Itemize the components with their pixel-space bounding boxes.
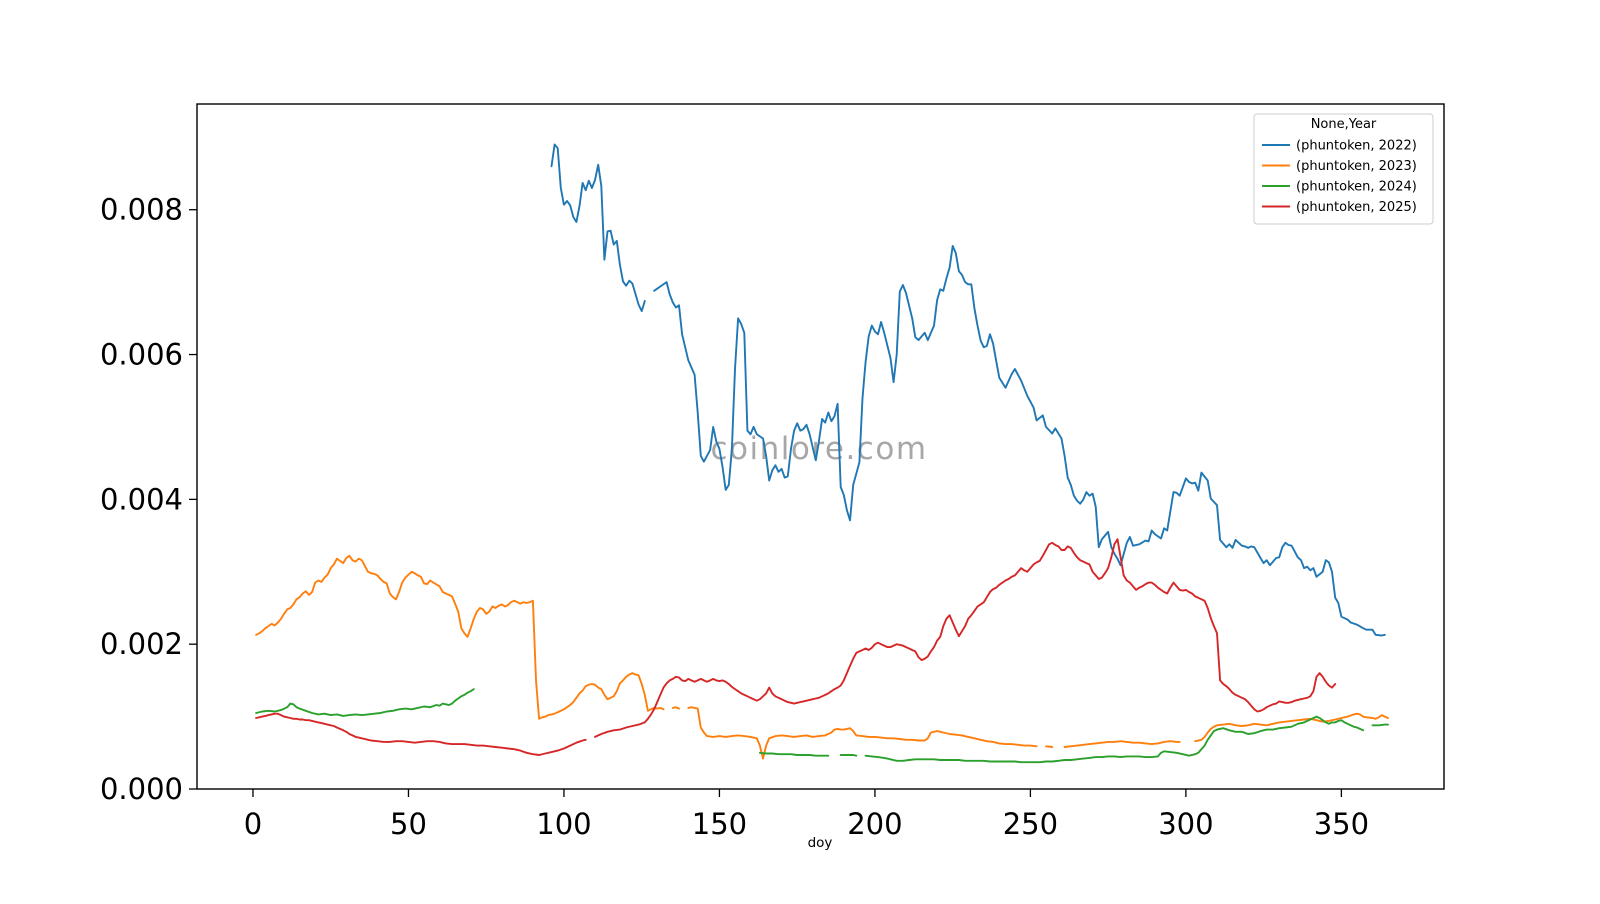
x-tick-label: 350: [1314, 807, 1369, 841]
plot-area-border: [196, 103, 1445, 790]
series-line-2023: [1063, 740, 1181, 748]
x-tick-label: 150: [692, 807, 747, 841]
x-tick-label: 300: [1158, 807, 1213, 841]
series-line-2024: [255, 688, 475, 717]
legend-label-2025: (phuntoken, 2025): [1296, 200, 1417, 215]
series-line-2023: [1045, 745, 1054, 748]
x-tick-label: 100: [536, 807, 591, 841]
legend-label-2022: (phuntoken, 2022): [1296, 139, 1417, 154]
x-tick-label: 0: [244, 807, 262, 841]
x-tick-label: 200: [847, 807, 902, 841]
series-line-2022: [653, 244, 1386, 637]
series-line-2023: [687, 706, 1038, 760]
y-tick-label: 0.008: [100, 193, 183, 227]
x-tick-label: 250: [1003, 807, 1058, 841]
series-line-2022: [550, 143, 646, 313]
legend-label-2024: (phuntoken, 2024): [1296, 180, 1417, 195]
series-line-2025: [255, 712, 587, 756]
x-tick-label: 50: [390, 807, 427, 841]
legend-title: None,Year: [1311, 117, 1377, 132]
x-axis: 0 50 100 150 200 250 300 350: [244, 789, 1369, 841]
x-axis-label: doy: [808, 835, 833, 851]
series-line-2024: [864, 715, 1365, 764]
series-line-2025: [594, 538, 1337, 738]
series-line-2023: [1194, 712, 1389, 743]
series-lines: [255, 143, 1389, 764]
series-line-2024: [1371, 723, 1389, 727]
legend-box: [1253, 113, 1434, 225]
y-tick-label: 0.006: [100, 338, 183, 372]
legend: None,Year (phuntoken, 2022)(phuntoken, 2…: [1253, 113, 1434, 225]
y-axis: 0.000 0.002 0.004 0.006 0.008: [100, 193, 197, 806]
series-line-2023: [255, 554, 665, 720]
legend-label-2023: (phuntoken, 2023): [1296, 159, 1417, 174]
series-line-2024: [758, 751, 830, 757]
series-line-2023: [671, 706, 680, 710]
y-tick-label: 0.004: [100, 482, 183, 516]
series-line-2024: [839, 754, 858, 757]
y-tick-label: 0.002: [100, 627, 183, 661]
y-tick-label: 0.000: [100, 772, 183, 806]
legend-entries: (phuntoken, 2022) (phuntoken, 2023) (phunt…: [1262, 139, 1417, 215]
